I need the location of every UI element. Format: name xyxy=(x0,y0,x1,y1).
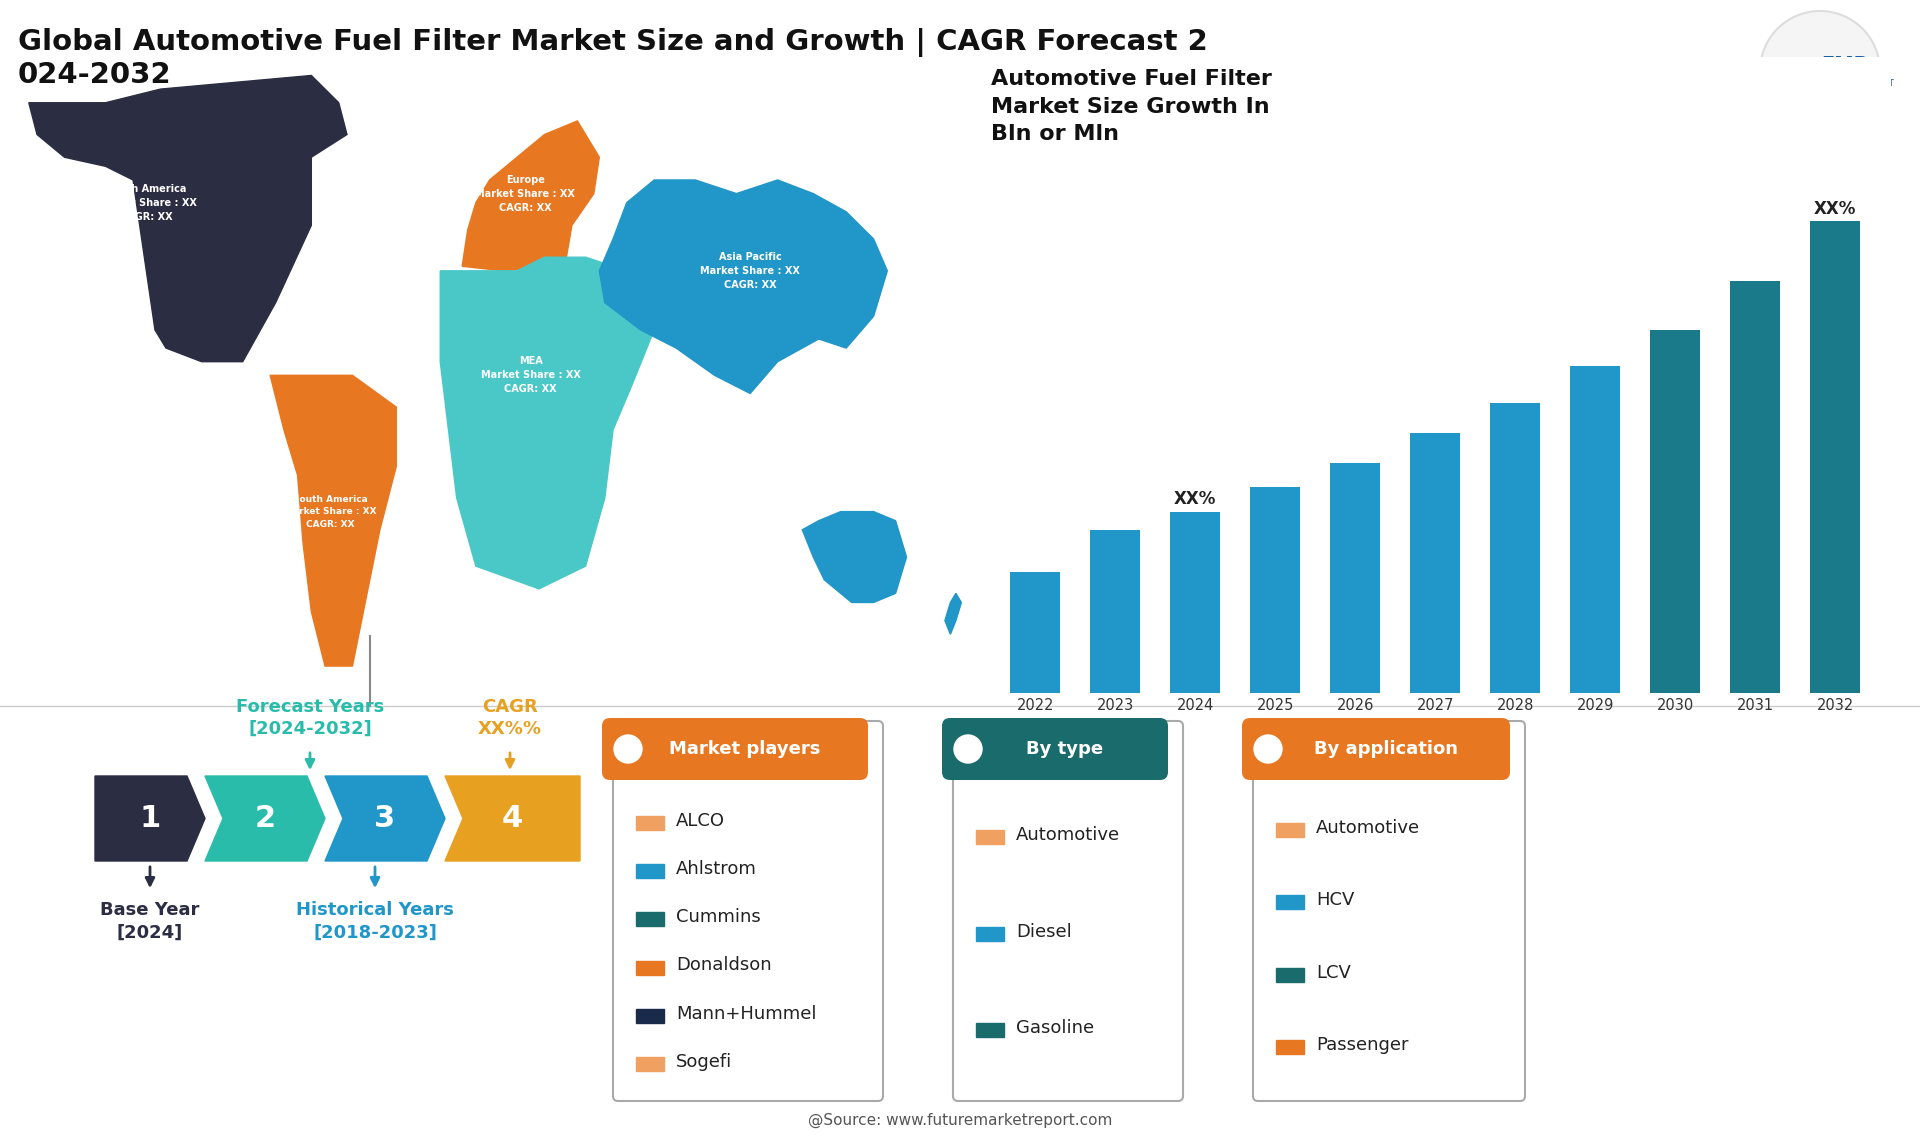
Text: Ahlstrom: Ahlstrom xyxy=(676,860,756,878)
FancyBboxPatch shape xyxy=(1254,721,1524,1101)
Bar xyxy=(1171,511,1219,693)
FancyBboxPatch shape xyxy=(612,721,883,1101)
Text: XX%: XX% xyxy=(1173,490,1217,509)
Bar xyxy=(1811,221,1860,693)
Text: XX%: XX% xyxy=(1814,199,1857,218)
Bar xyxy=(636,816,664,830)
Circle shape xyxy=(1254,735,1283,763)
Polygon shape xyxy=(440,257,655,589)
Text: Mann+Hummel: Mann+Hummel xyxy=(676,1005,816,1023)
FancyBboxPatch shape xyxy=(952,721,1183,1101)
Text: By application: By application xyxy=(1313,740,1457,758)
Bar xyxy=(636,960,664,974)
Polygon shape xyxy=(599,180,887,393)
Text: LCV: LCV xyxy=(1315,964,1352,982)
Text: 2: 2 xyxy=(255,804,276,833)
Polygon shape xyxy=(1784,66,1812,116)
Polygon shape xyxy=(205,776,324,861)
Polygon shape xyxy=(463,121,599,270)
Text: 024-2032: 024-2032 xyxy=(17,61,171,89)
Text: Europe
Market Share : XX
CAGR: XX: Europe Market Share : XX CAGR: XX xyxy=(476,174,576,213)
Text: Gasoline: Gasoline xyxy=(1016,1019,1094,1037)
Bar xyxy=(975,830,1004,843)
Bar xyxy=(1411,433,1459,693)
Polygon shape xyxy=(945,594,962,634)
Polygon shape xyxy=(445,776,580,861)
Text: Global Automotive Fuel Filter Market Size and Growth | CAGR Forecast 2: Global Automotive Fuel Filter Market Siz… xyxy=(17,28,1208,57)
FancyBboxPatch shape xyxy=(603,719,868,780)
Text: [2024-2032]: [2024-2032] xyxy=(248,720,372,738)
Bar xyxy=(1091,529,1140,693)
Text: 4: 4 xyxy=(501,804,522,833)
Text: CAGR: CAGR xyxy=(482,698,538,716)
Bar xyxy=(1730,282,1780,693)
Bar xyxy=(1277,967,1304,982)
Bar xyxy=(1277,1041,1304,1054)
Bar xyxy=(1277,895,1304,909)
Text: Donaldson: Donaldson xyxy=(676,957,772,974)
Bar xyxy=(975,927,1004,941)
Text: [2018-2023]: [2018-2023] xyxy=(313,924,438,942)
Text: Automotive: Automotive xyxy=(1315,818,1421,837)
Text: Automotive Fuel Filter
Market Size Growth In
Bln or Mln: Automotive Fuel Filter Market Size Growt… xyxy=(991,70,1273,143)
Bar xyxy=(636,1008,664,1023)
Circle shape xyxy=(954,735,981,763)
Text: Automotive: Automotive xyxy=(1016,826,1119,843)
Text: Market players: Market players xyxy=(670,740,820,758)
Text: Asia Pacific
Market Share : XX
CAGR: XX: Asia Pacific Market Share : XX CAGR: XX xyxy=(701,252,801,290)
Polygon shape xyxy=(324,776,445,861)
Bar xyxy=(1331,463,1380,693)
Bar xyxy=(1250,487,1300,693)
Bar xyxy=(636,912,664,926)
Polygon shape xyxy=(29,76,348,362)
Text: By type: By type xyxy=(1027,740,1104,758)
Text: North America
Market Share : XX
CAGR: XX: North America Market Share : XX CAGR: XX xyxy=(96,183,196,221)
Text: Historical Years: Historical Years xyxy=(296,901,453,919)
FancyBboxPatch shape xyxy=(943,719,1167,780)
Bar xyxy=(1490,402,1540,693)
Bar xyxy=(1571,367,1620,693)
Text: [2024]: [2024] xyxy=(117,924,182,942)
Text: Sogefi: Sogefi xyxy=(676,1053,732,1072)
Bar xyxy=(975,1023,1004,1037)
Text: HCV: HCV xyxy=(1315,892,1354,909)
Circle shape xyxy=(614,735,641,763)
Circle shape xyxy=(1761,11,1880,131)
Text: Diesel: Diesel xyxy=(1016,923,1071,941)
Text: MEA
Market Share : XX
CAGR: XX: MEA Market Share : XX CAGR: XX xyxy=(480,356,580,394)
Text: FUTURE MARKET REPORT: FUTURE MARKET REPORT xyxy=(1797,79,1893,88)
Bar xyxy=(636,1057,664,1072)
Bar xyxy=(636,864,664,878)
Bar xyxy=(1277,823,1304,837)
Text: Passenger: Passenger xyxy=(1315,1036,1409,1054)
Text: Cummins: Cummins xyxy=(676,908,760,926)
Text: FMR: FMR xyxy=(1822,55,1868,73)
Bar xyxy=(1010,572,1060,693)
Text: 1: 1 xyxy=(140,804,161,833)
Text: XX%%: XX%% xyxy=(478,720,541,738)
Polygon shape xyxy=(271,376,396,666)
Text: @Source: www.futuremarketreport.com: @Source: www.futuremarketreport.com xyxy=(808,1113,1112,1128)
Bar xyxy=(1651,330,1699,693)
Text: Base Year: Base Year xyxy=(100,901,200,919)
Text: ALCO: ALCO xyxy=(676,811,726,830)
Text: Forecast Years: Forecast Years xyxy=(236,698,384,716)
Polygon shape xyxy=(803,511,906,603)
Text: 3: 3 xyxy=(374,804,396,833)
Text: South America
Market Share : XX
CAGR: XX: South America Market Share : XX CAGR: XX xyxy=(284,495,376,528)
Polygon shape xyxy=(94,776,205,861)
FancyBboxPatch shape xyxy=(1242,719,1509,780)
